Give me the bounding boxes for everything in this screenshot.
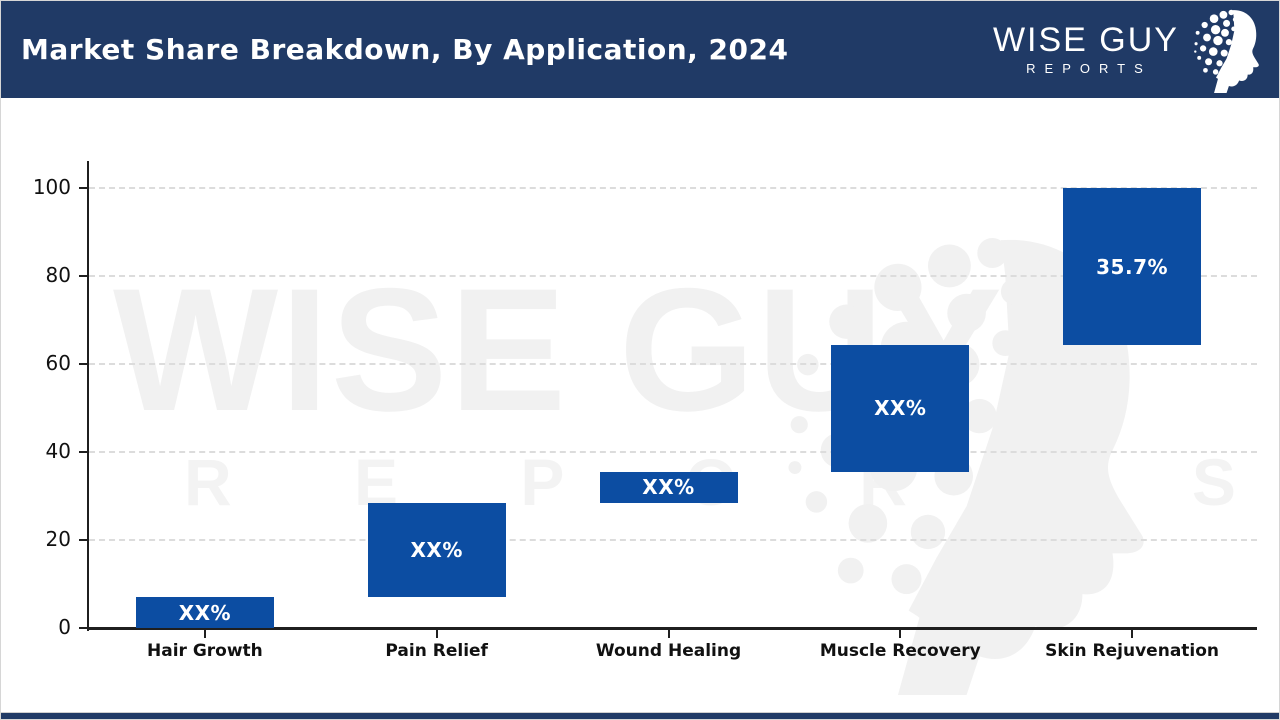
y-axis-tick-label: 100 xyxy=(32,175,71,199)
y-axis-tick-label: 60 xyxy=(45,351,71,375)
x-tick-mark xyxy=(667,630,670,638)
bar-value-label: XX% xyxy=(642,475,695,500)
footer-hairline xyxy=(1,712,1279,713)
y-axis-tick-label: 0 xyxy=(58,615,71,639)
x-axis-category-label: Skin Rejuvenation xyxy=(1045,641,1220,661)
page-title: Market Share Breakdown, By Application, … xyxy=(21,33,789,66)
logo-wordmark: WISE GUY xyxy=(992,21,1179,59)
y-axis-tick-label: 80 xyxy=(45,263,71,287)
bar-value-label: XX% xyxy=(874,396,927,421)
x-tick-mark xyxy=(899,630,902,638)
y-tick-mark xyxy=(79,363,87,365)
y-axis-line xyxy=(86,161,89,631)
y-tick-mark xyxy=(79,627,87,629)
x-tick-mark xyxy=(1131,630,1134,638)
y-tick-mark xyxy=(79,451,87,453)
x-tick-mark xyxy=(203,630,206,638)
bar-wound-healing: XX% xyxy=(599,471,738,503)
y-axis-tick-label: 40 xyxy=(45,439,71,463)
bar-hair-growth: XX% xyxy=(135,597,274,628)
bar-value-label: XX% xyxy=(178,600,232,625)
x-axis-line xyxy=(86,627,1257,630)
header: Market Share Breakdown, By Application, … xyxy=(1,1,1279,98)
x-axis-category-label: Wound Healing xyxy=(595,641,742,661)
y-tick-mark xyxy=(79,187,87,189)
y-tick-mark xyxy=(79,539,87,541)
gridline-80 xyxy=(89,275,1257,277)
bar-skin-rejuvenation: 35.7% xyxy=(1063,188,1202,346)
bar-value-label: 35.7% xyxy=(1096,254,1169,279)
wiseguy-logo: WISE GUY REPORTS xyxy=(993,7,1267,93)
gridline-100 xyxy=(89,187,1257,189)
logo-text: WISE GUY REPORTS xyxy=(993,23,1179,76)
bar-pain-relief: XX% xyxy=(367,502,506,598)
bar-muscle-recovery: XX% xyxy=(831,345,970,472)
gridline-60 xyxy=(89,363,1257,365)
gridline-20 xyxy=(89,539,1257,541)
gridline-40 xyxy=(89,451,1257,453)
x-axis-category-label: Muscle Recovery xyxy=(819,641,981,661)
bar-value-label: XX% xyxy=(410,537,463,562)
x-tick-mark xyxy=(435,630,438,638)
y-axis-tick-label: 20 xyxy=(45,527,71,551)
x-axis-category-label: Hair Growth xyxy=(147,641,263,661)
logo-subtitle: REPORTS xyxy=(1026,61,1152,76)
footer-bar xyxy=(1,713,1279,719)
x-axis-category-label: Pain Relief xyxy=(385,641,488,661)
y-tick-mark xyxy=(79,275,87,277)
